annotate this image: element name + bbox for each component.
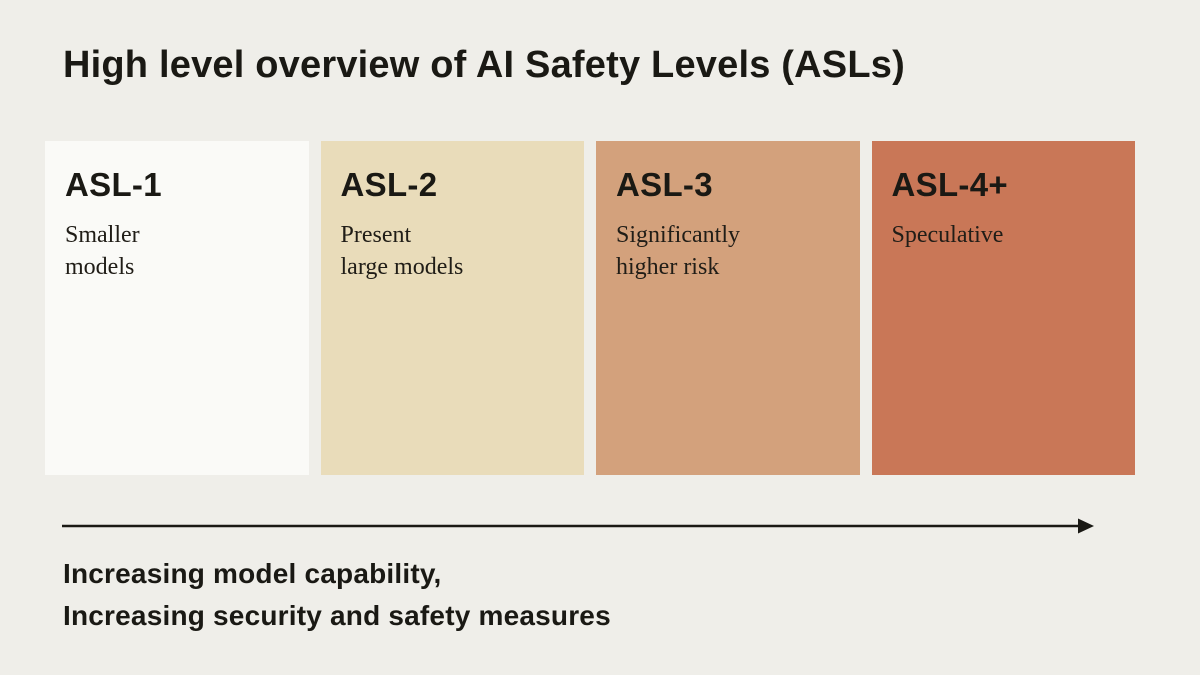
asl-card-4: ASL-4+ Speculative xyxy=(871,141,1135,475)
asl-2-description: Present large models xyxy=(340,222,464,280)
asl-card-2: ASL-2 Present large models xyxy=(320,141,584,475)
page-title: High level overview of AI Safety Levels … xyxy=(63,44,905,86)
asl-1-label: ASL-1 xyxy=(65,166,162,203)
asl-4-description: Speculative xyxy=(891,222,1004,249)
arrow-head xyxy=(1078,518,1094,534)
axis-caption-line-1: Increasing model capability, xyxy=(63,558,442,589)
axis-caption: Increasing model capability, Increasing … xyxy=(63,553,611,637)
asl-1-description: Smaller models xyxy=(65,222,140,280)
asl-2-label: ASL-2 xyxy=(340,166,438,203)
axis-caption-line-2: Increasing security and safety measures xyxy=(63,600,611,631)
asl-4-label: ASL-4+ xyxy=(891,166,1008,203)
asl-cards-row: ASL-1 Smaller models ASL-2 Present large… xyxy=(45,141,1135,475)
asl-card-1: ASL-1 Smaller models xyxy=(45,141,309,475)
asl-3-description: Significantly higher risk xyxy=(616,222,740,280)
asl-3-label: ASL-3 xyxy=(616,166,713,203)
asl-card-3: ASL-3 Significantly higher risk xyxy=(596,141,860,475)
right-arrow-icon xyxy=(62,518,1094,534)
